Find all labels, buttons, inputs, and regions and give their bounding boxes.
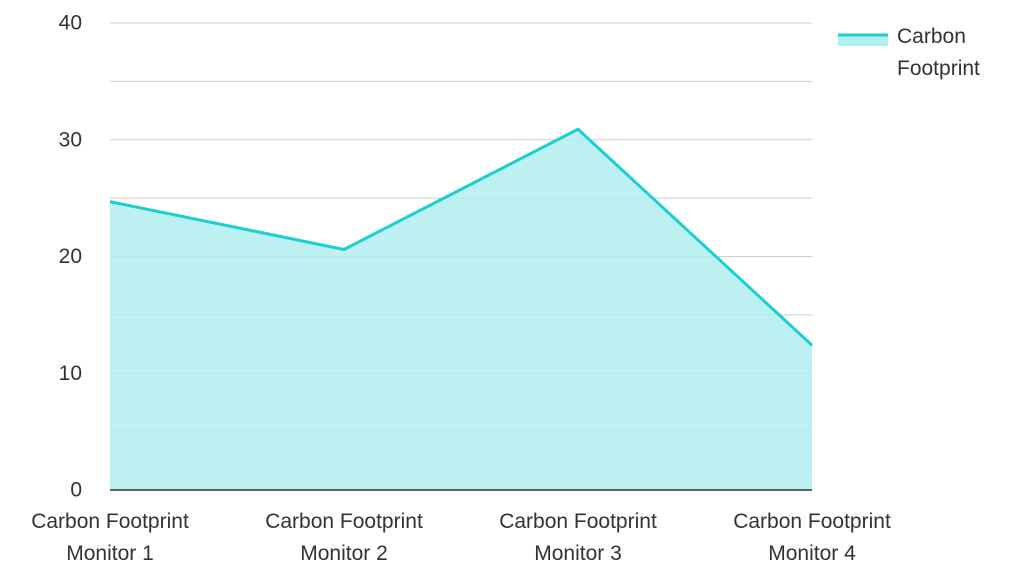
x-tick-label: Carbon Footprint Monitor 4: [733, 510, 891, 562]
series-area-fill: [110, 129, 812, 490]
legend-label-line: Footprint: [897, 57, 980, 80]
x-tick-label-line: Carbon Footprint: [265, 510, 423, 533]
legend-swatch-fill: [838, 34, 888, 46]
plot-area: [109, 127, 814, 490]
x-tick-label: Carbon Footprint Monitor 1: [31, 510, 189, 562]
x-tick-label-line: Carbon Footprint: [733, 510, 891, 533]
y-tick-label: 30: [59, 128, 82, 151]
legend-label: Carbon Footprint: [897, 25, 980, 80]
x-tick-label: Carbon Footprint Monitor 3: [499, 510, 657, 562]
legend-label-line: Carbon: [897, 25, 966, 48]
y-tick-label: 10: [59, 362, 82, 385]
x-tick-label-line: Monitor 4: [768, 542, 856, 562]
y-tick-label: 40: [59, 12, 82, 35]
y-tick-label: 0: [70, 479, 82, 502]
series-line: [109, 127, 814, 347]
x-tick-label-line: Monitor 1: [66, 542, 154, 562]
x-tick-label-line: Monitor 3: [534, 542, 622, 562]
legend: Carbon Footprint: [838, 25, 980, 80]
x-tick-label-line: Carbon Footprint: [31, 510, 189, 533]
x-tick-label-line: Carbon Footprint: [499, 510, 657, 533]
y-axis-tick-labels: 0 10 20 30 40: [59, 12, 82, 502]
x-tick-label-line: Monitor 2: [300, 542, 388, 562]
y-tick-label: 20: [59, 245, 82, 268]
x-tick-label: Carbon Footprint Monitor 2: [265, 510, 423, 562]
